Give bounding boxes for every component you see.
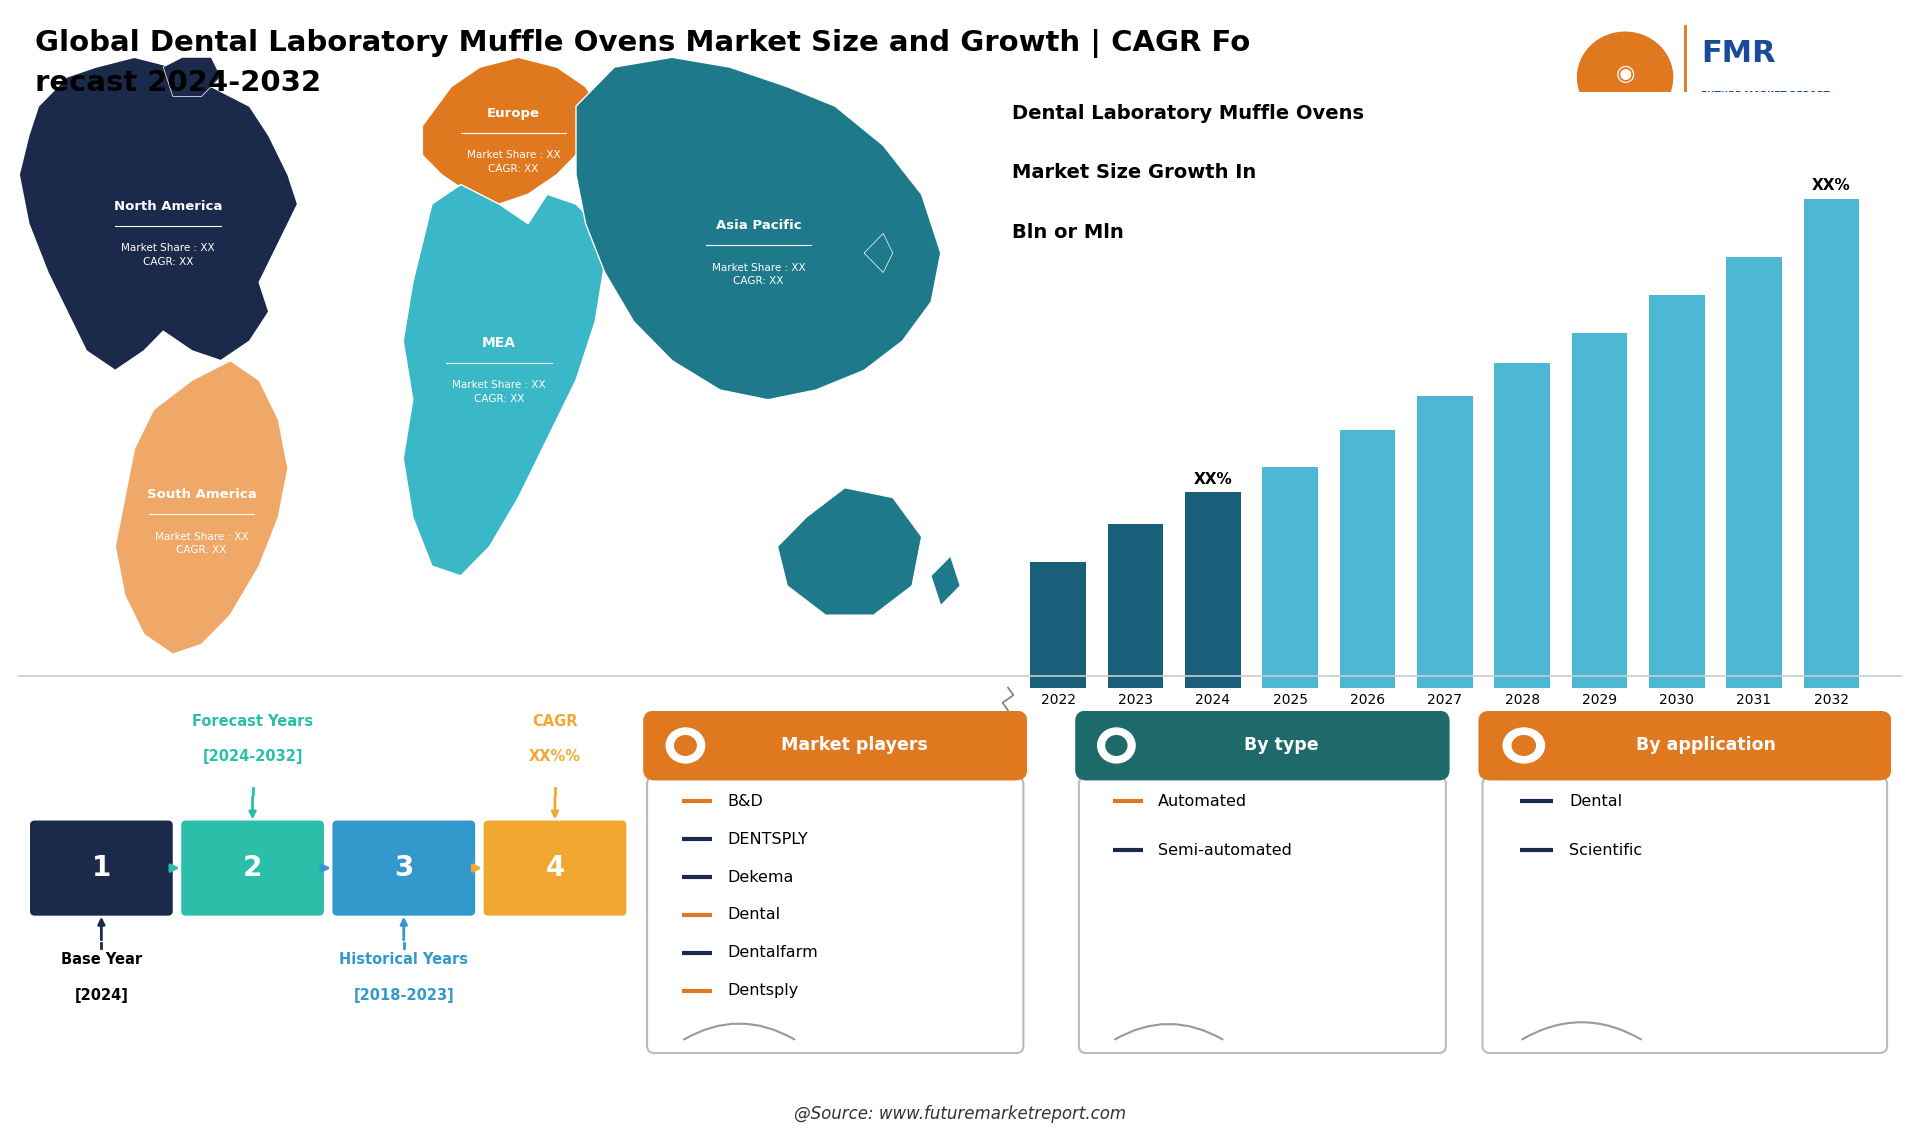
Bar bbox=[1649, 295, 1705, 688]
Text: XX%: XX% bbox=[1812, 179, 1851, 194]
Text: XX%%: XX%% bbox=[530, 748, 582, 764]
Text: Market Share : XX
CAGR: XX: Market Share : XX CAGR: XX bbox=[121, 243, 215, 267]
Text: Market Share : XX
CAGR: XX: Market Share : XX CAGR: XX bbox=[156, 532, 248, 555]
Polygon shape bbox=[576, 57, 941, 400]
Text: FUTURE MARKET REPORT: FUTURE MARKET REPORT bbox=[1701, 91, 1830, 100]
Text: Dental Laboratory Muffle Ovens: Dental Laboratory Muffle Ovens bbox=[1012, 103, 1363, 123]
FancyBboxPatch shape bbox=[1075, 711, 1450, 780]
Text: Semi-automated: Semi-automated bbox=[1158, 842, 1292, 858]
Text: B&D: B&D bbox=[728, 794, 764, 809]
FancyBboxPatch shape bbox=[1478, 711, 1891, 780]
Text: Market players: Market players bbox=[781, 737, 927, 754]
Bar bbox=[1340, 430, 1396, 688]
Text: FMR: FMR bbox=[1701, 39, 1776, 68]
Polygon shape bbox=[864, 234, 893, 273]
Text: Market Share : XX
CAGR: XX: Market Share : XX CAGR: XX bbox=[712, 262, 804, 286]
Text: DENTSPLY: DENTSPLY bbox=[728, 832, 808, 847]
Text: Forecast Years: Forecast Years bbox=[192, 714, 313, 730]
Text: Base Year: Base Year bbox=[61, 952, 142, 967]
Bar bbox=[1185, 493, 1240, 688]
Text: CAGR: CAGR bbox=[532, 714, 578, 730]
FancyBboxPatch shape bbox=[1482, 777, 1887, 1053]
Text: North America: North America bbox=[113, 199, 223, 212]
FancyBboxPatch shape bbox=[180, 821, 324, 916]
Text: Dentsply: Dentsply bbox=[728, 983, 799, 998]
Text: 3: 3 bbox=[394, 854, 413, 882]
Polygon shape bbox=[403, 185, 605, 576]
Bar bbox=[1494, 363, 1549, 688]
Text: Europe: Europe bbox=[488, 107, 540, 119]
Text: Market Share : XX
CAGR: XX: Market Share : XX CAGR: XX bbox=[453, 380, 545, 403]
Text: By type: By type bbox=[1244, 737, 1319, 754]
Bar bbox=[1261, 468, 1317, 688]
Text: [2024-2032]: [2024-2032] bbox=[202, 748, 303, 764]
Circle shape bbox=[1578, 32, 1672, 123]
Circle shape bbox=[1513, 736, 1536, 755]
Text: Dekema: Dekema bbox=[728, 870, 795, 885]
Circle shape bbox=[1503, 728, 1544, 763]
Text: Scientific: Scientific bbox=[1569, 842, 1642, 858]
Circle shape bbox=[674, 736, 697, 755]
Polygon shape bbox=[163, 57, 221, 96]
FancyBboxPatch shape bbox=[647, 777, 1023, 1053]
FancyBboxPatch shape bbox=[332, 821, 474, 916]
Text: Dentalfarm: Dentalfarm bbox=[728, 945, 818, 960]
Text: XX%: XX% bbox=[1194, 472, 1233, 487]
Polygon shape bbox=[422, 57, 605, 204]
Bar bbox=[1803, 199, 1859, 688]
Polygon shape bbox=[778, 488, 922, 615]
Text: 4: 4 bbox=[545, 854, 564, 882]
Bar bbox=[1726, 257, 1782, 688]
Text: Market Share : XX
CAGR: XX: Market Share : XX CAGR: XX bbox=[467, 150, 561, 173]
FancyBboxPatch shape bbox=[31, 821, 173, 916]
Text: Market Size Growth In: Market Size Growth In bbox=[1012, 163, 1256, 182]
Text: @Source: www.futuremarketreport.com: @Source: www.futuremarketreport.com bbox=[795, 1105, 1125, 1123]
Circle shape bbox=[1106, 736, 1127, 755]
Text: Dental: Dental bbox=[728, 908, 781, 923]
FancyBboxPatch shape bbox=[643, 711, 1027, 780]
Text: South America: South America bbox=[146, 488, 257, 501]
Polygon shape bbox=[115, 361, 288, 654]
Text: 1: 1 bbox=[92, 854, 111, 882]
Text: Automated: Automated bbox=[1158, 794, 1246, 809]
Bar bbox=[1031, 562, 1087, 688]
Text: ◉: ◉ bbox=[1615, 64, 1634, 85]
Text: By application: By application bbox=[1636, 737, 1776, 754]
FancyBboxPatch shape bbox=[1079, 777, 1446, 1053]
Text: Historical Years: Historical Years bbox=[340, 952, 468, 967]
Text: 2: 2 bbox=[244, 854, 263, 882]
Text: [2024]: [2024] bbox=[75, 988, 129, 1004]
Text: [2018-2023]: [2018-2023] bbox=[353, 988, 455, 1004]
Text: MEA: MEA bbox=[482, 336, 516, 350]
Polygon shape bbox=[19, 57, 298, 370]
Bar bbox=[1108, 524, 1164, 688]
Circle shape bbox=[666, 728, 705, 763]
Bar bbox=[1417, 395, 1473, 688]
Polygon shape bbox=[931, 556, 960, 605]
Bar bbox=[1572, 332, 1628, 688]
Text: Global Dental Laboratory Muffle Ovens Market Size and Growth | CAGR Fo: Global Dental Laboratory Muffle Ovens Ma… bbox=[35, 29, 1250, 57]
Text: recast 2024-2032: recast 2024-2032 bbox=[35, 69, 321, 96]
FancyBboxPatch shape bbox=[484, 821, 626, 916]
Text: Bln or Mln: Bln or Mln bbox=[1012, 222, 1123, 242]
Circle shape bbox=[1098, 728, 1135, 763]
Text: Dental: Dental bbox=[1569, 794, 1622, 809]
Text: Asia Pacific: Asia Pacific bbox=[716, 219, 801, 233]
